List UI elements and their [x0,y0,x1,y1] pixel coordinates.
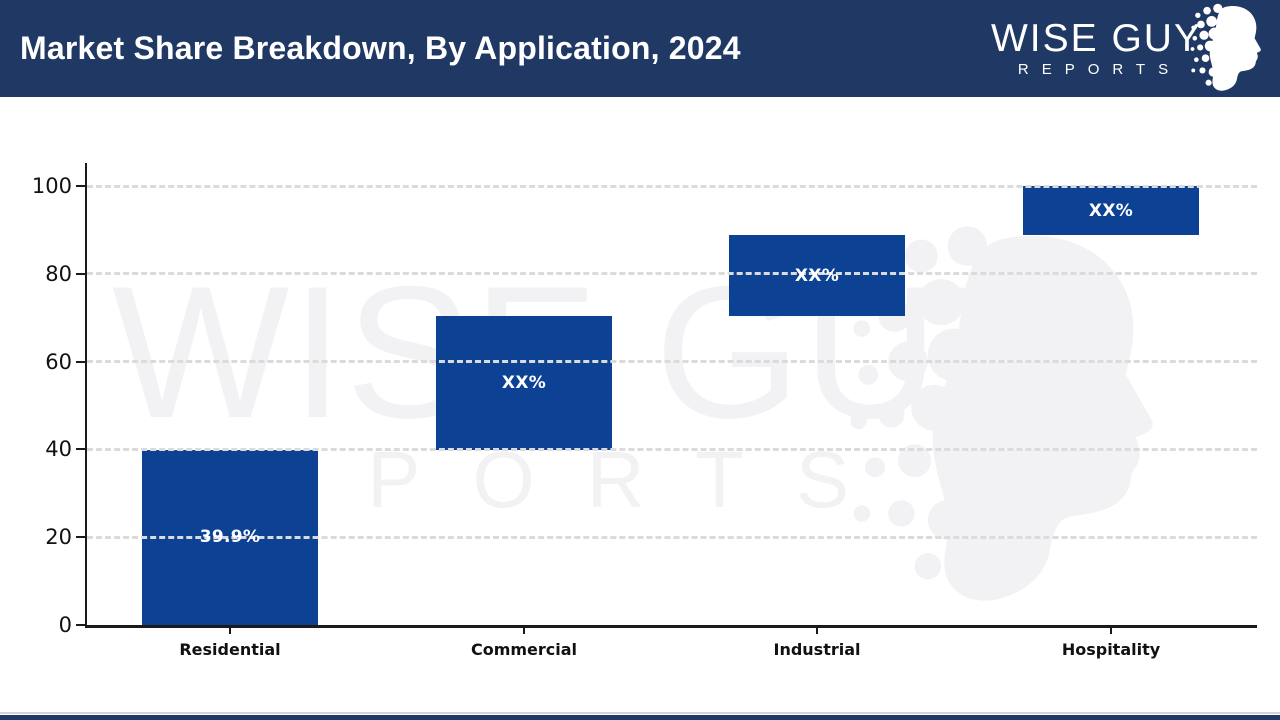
x-category-label-commercial: Commercial [470,640,578,659]
logo-subtitle: REPORTS [1017,61,1182,78]
bar-industrial [729,235,905,317]
y-axis-line [85,163,87,627]
bar-value-label-commercial: XX% [501,373,547,394]
logo-text: WISE GUY REPORTS [990,17,1202,79]
x-tick-commercial [523,625,525,634]
y-tick-40 [76,448,85,451]
gridline-40 [87,447,1257,451]
wise-guy-reports-logo: WISE GUY REPORTS [991,3,1266,95]
footer-hairline [0,712,1280,714]
header-band: Market Share Breakdown, By Application, … [0,0,1280,97]
y-tick-label-20: 20 [45,525,72,550]
gridline-80 [87,272,1257,276]
x-tick-residential [229,625,231,634]
gridline-60 [87,360,1257,364]
y-tick-label-80: 80 [45,261,72,286]
footer-strip [0,715,1280,720]
x-tick-hospitality [1110,625,1112,634]
y-tick-label-40: 40 [45,437,72,462]
dotted-head-icon [1190,3,1261,91]
gridline-100 [87,184,1257,188]
gridline-20 [87,535,1257,539]
y-tick-label-100: 100 [31,174,72,198]
page-title: Market Share Breakdown, By Application, … [20,30,741,66]
y-tick-60 [76,360,85,363]
x-axis-line [85,625,1257,628]
bar-commercial [436,316,612,450]
x-category-label-residential: Residential [179,640,281,659]
y-tick-label-60: 60 [45,349,72,374]
x-category-label-hospitality: Hospitality [1061,640,1161,659]
x-tick-industrial [816,625,818,634]
y-tick-0 [76,624,85,626]
bar-value-label-residential: 39.9% [199,527,261,548]
y-tick-100 [76,185,85,187]
bar-value-label-industrial: XX% [794,265,840,286]
bar-value-label-hospitality: XX% [1088,200,1134,221]
bar-hospitality [1023,186,1199,236]
y-tick-label-0: 0 [58,613,72,637]
y-tick-20 [76,536,85,539]
watermark-dotted-head-icon [850,226,1153,601]
x-category-label-industrial: Industrial [773,640,861,659]
logo-wordmark: WISE GUY [990,17,1202,60]
y-tick-80 [76,272,85,275]
